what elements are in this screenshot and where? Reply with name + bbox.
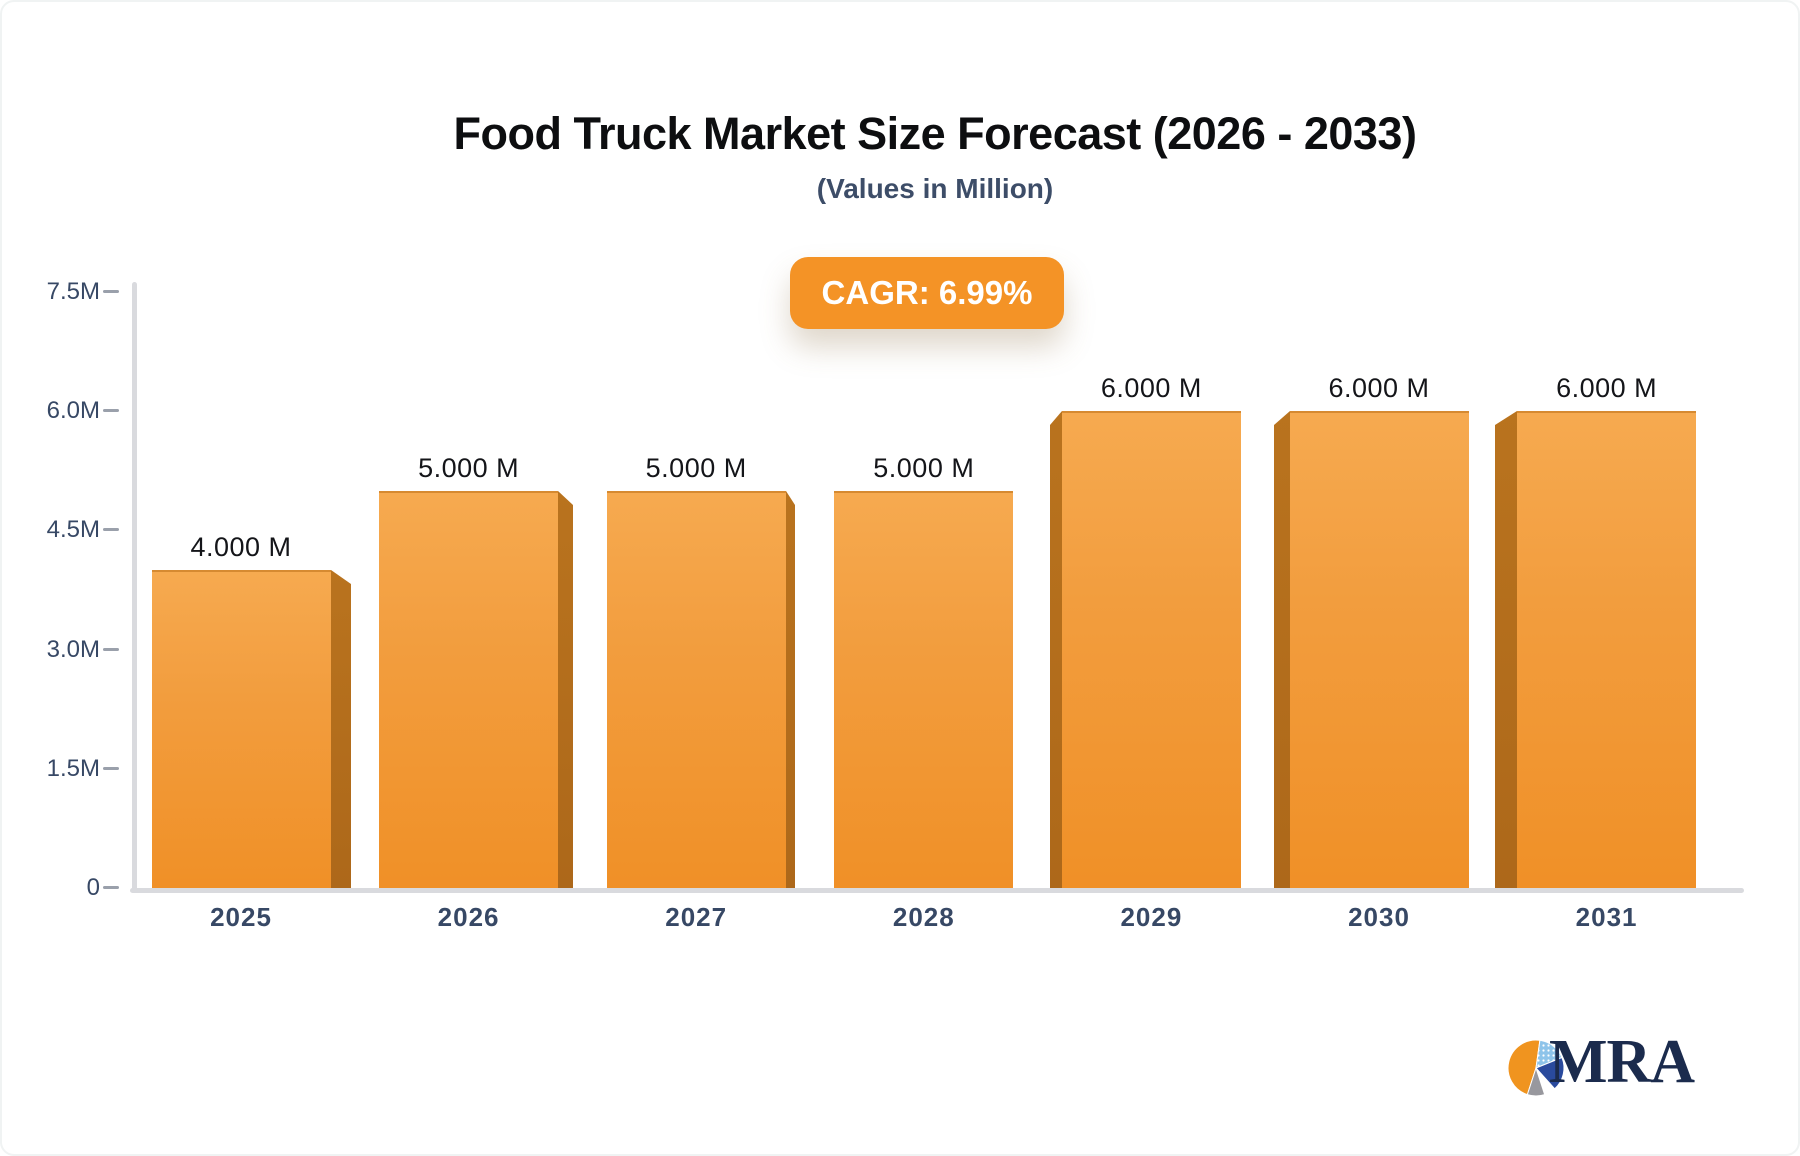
bar-value-label-2029: 6.000 M bbox=[1100, 373, 1202, 403]
cagr-badge: CAGR: 6.99% bbox=[790, 257, 1064, 329]
bar-3d-side-2031 bbox=[1495, 411, 1517, 888]
bar-value-label-2030: 6.000 M bbox=[1328, 373, 1430, 403]
y-axis-line bbox=[132, 282, 137, 892]
y-axis-tick-mark bbox=[103, 886, 119, 889]
bar-2026 bbox=[379, 491, 558, 888]
bar-3d-side-2026 bbox=[558, 491, 573, 888]
x-axis-label-2028: 2028 bbox=[892, 902, 955, 932]
y-axis-tick-label: 4.5M bbox=[46, 516, 100, 544]
y-axis-tick-label: 1.5M bbox=[46, 754, 100, 782]
x-axis-label-2026: 2026 bbox=[437, 902, 500, 932]
logo-pie-icon bbox=[1507, 1039, 1565, 1097]
x-axis-label-2030: 2030 bbox=[1348, 902, 1410, 932]
y-axis-tick-mark bbox=[103, 290, 119, 294]
bar-2031 bbox=[1517, 411, 1696, 888]
bar-3d-side-2027 bbox=[786, 491, 795, 888]
y-axis-tick-label: 3.0M bbox=[46, 635, 100, 663]
bar-value-label-2026: 5.000 M bbox=[418, 453, 520, 483]
bar-2030 bbox=[1290, 411, 1469, 888]
bar-2028 bbox=[834, 491, 1013, 888]
y-axis-tick-mark bbox=[103, 528, 119, 532]
y-axis-tick-label: 7.5M bbox=[46, 278, 100, 306]
brand-logo: MRA bbox=[1506, 1031, 1706, 1108]
bar-value-label-2031: 6.000 M bbox=[1556, 373, 1658, 403]
y-axis-tick-mark bbox=[103, 647, 119, 651]
x-axis-label-2031: 2031 bbox=[1575, 902, 1638, 932]
bar-value-label-2025: 4.000 M bbox=[190, 532, 292, 562]
chart-subtitle: (Values in Million) bbox=[816, 173, 1054, 204]
y-axis-tick-mark bbox=[103, 409, 119, 413]
x-axis-label-2025: 2025 bbox=[210, 902, 272, 932]
x-axis-baseline bbox=[130, 888, 1744, 893]
bar-2029 bbox=[1062, 411, 1241, 888]
bar-value-label-2027: 5.000 M bbox=[645, 453, 747, 483]
logo-text: MRA bbox=[1549, 1028, 1695, 1096]
bar-2027 bbox=[607, 491, 786, 888]
bar-3d-side-2025 bbox=[331, 570, 351, 888]
y-axis-tick-label: 6.0M bbox=[46, 397, 100, 425]
y-axis-tick-mark bbox=[103, 766, 119, 770]
bar-3d-side-2029 bbox=[1050, 411, 1062, 888]
x-axis-label-2027: 2027 bbox=[665, 902, 728, 932]
chart-title: Food Truck Market Size Forecast (2026 - … bbox=[453, 108, 1417, 159]
x-axis-label-2029: 2029 bbox=[1120, 902, 1183, 932]
bar-value-label-2028: 5.000 M bbox=[873, 453, 975, 483]
y-axis-tick-label: 0 bbox=[86, 874, 100, 901]
bar-2025 bbox=[152, 570, 331, 888]
bar-3d-side-2030 bbox=[1274, 411, 1290, 888]
